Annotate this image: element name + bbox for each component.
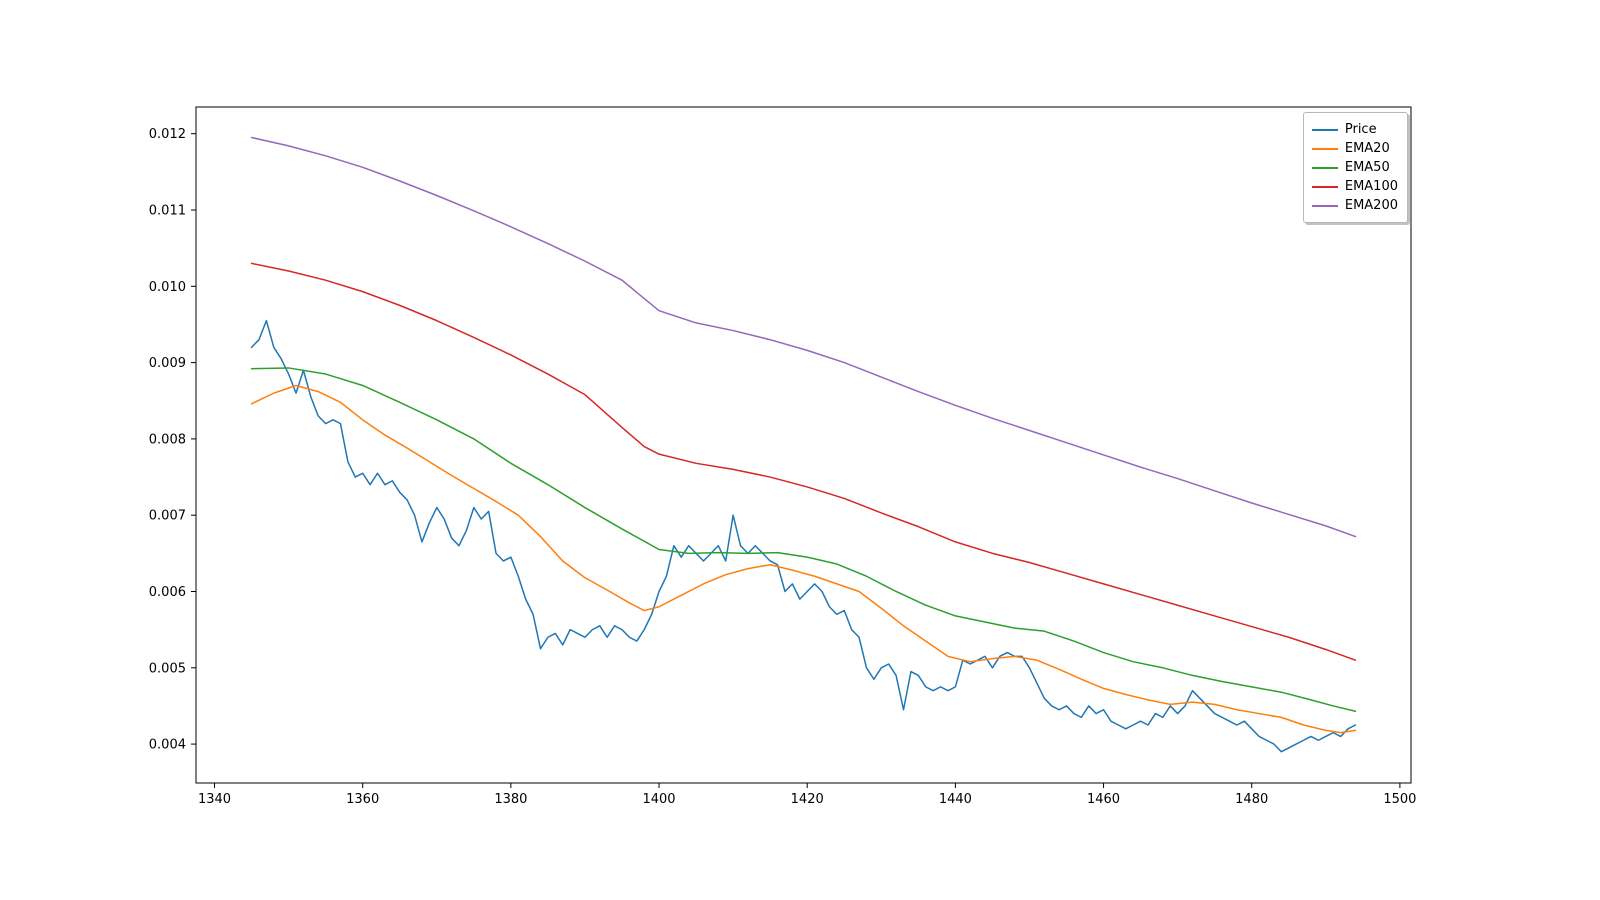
series-line-EMA200 xyxy=(250,136,1357,538)
y-tick-label: 0.005 xyxy=(149,661,186,676)
axes-frame xyxy=(195,106,1412,784)
y-tick-label: 0.012 xyxy=(149,127,186,142)
x-tick-label: 1460 xyxy=(1087,792,1120,807)
series-line-EMA100 xyxy=(250,262,1357,661)
x-tick-label: 1380 xyxy=(494,792,527,807)
legend-item-EMA50: EMA50 xyxy=(1311,158,1398,177)
y-tick-label: 0.009 xyxy=(149,356,186,371)
legend-line-sample xyxy=(1311,147,1338,150)
legend-line-sample xyxy=(1311,166,1338,169)
legend-line-sample xyxy=(1311,185,1338,188)
x-tick-label: 1400 xyxy=(642,792,675,807)
legend-line-sample xyxy=(1311,204,1338,207)
legend: Price EMA20 EMA50 EMA100 EMA200 xyxy=(1302,112,1408,223)
legend-item-EMA20: EMA20 xyxy=(1311,139,1398,158)
legend-item-EMA200: EMA200 xyxy=(1311,196,1398,215)
legend-label: EMA100 xyxy=(1344,179,1398,194)
x-tick-label: 1480 xyxy=(1235,792,1268,807)
legend-item-EMA100: EMA100 xyxy=(1311,177,1398,196)
y-tick-label: 0.010 xyxy=(149,280,186,295)
series-line-EMA20 xyxy=(250,384,1357,734)
y-tick-label: 0.008 xyxy=(149,432,186,447)
legend-label: Price xyxy=(1344,122,1377,137)
x-tick-label: 1440 xyxy=(939,792,972,807)
x-tick-label: 1340 xyxy=(198,792,231,807)
y-tick-label: 0.007 xyxy=(149,509,186,524)
legend-item-Price: Price xyxy=(1311,120,1398,139)
x-tick-label: 1500 xyxy=(1383,792,1416,807)
series-line-EMA50 xyxy=(250,367,1357,713)
y-tick-label: 0.004 xyxy=(149,738,186,753)
y-tick-label: 0.006 xyxy=(149,585,186,600)
y-tick-label: 0.011 xyxy=(149,204,186,219)
x-tick-label: 1360 xyxy=(346,792,379,807)
legend-line-sample xyxy=(1311,128,1338,131)
legend-label: EMA20 xyxy=(1344,141,1390,156)
legend-label: EMA200 xyxy=(1344,198,1398,213)
x-tick-label: 1420 xyxy=(791,792,824,807)
series-line-Price xyxy=(250,319,1357,753)
legend-label: EMA50 xyxy=(1344,160,1390,175)
